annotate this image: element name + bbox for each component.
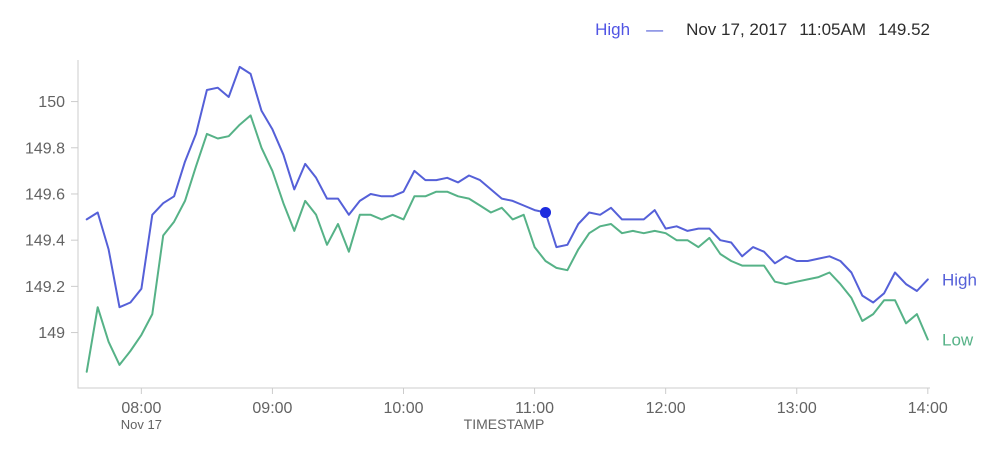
tooltip-value: 149.52 (878, 20, 930, 39)
y-tick-label: 149.8 (25, 140, 65, 157)
x-tick-label: 13:00 (777, 400, 817, 417)
tooltip-date: Nov 17, 2017 (686, 20, 788, 39)
hover-marker-dot[interactable] (540, 206, 552, 218)
hover-tooltip: High — Nov 17, 2017 11:05AM 149.52 (595, 21, 930, 38)
x-tick-label: 14:00 (908, 400, 948, 417)
tooltip-series-label: High (595, 20, 631, 39)
x-tick-label: 11:00 (515, 400, 554, 417)
x-tick-label: 12:00 (646, 400, 686, 417)
x-axis-date-sublabel: Nov 17 (121, 417, 162, 432)
x-tick-label: 08:00 (121, 400, 161, 417)
y-tick-label: 149.4 (25, 233, 65, 250)
low-series-end-label: Low (942, 330, 974, 349)
y-tick-label: 150 (38, 94, 65, 111)
tooltip-line-swatch-icon: — (646, 20, 664, 39)
high-series-end-label: High (942, 270, 977, 289)
x-axis-title: TIMESTAMP (464, 416, 545, 432)
high-line[interactable] (85, 65, 929, 309)
y-tick-label: 149 (38, 325, 65, 342)
axis-lines (77, 60, 930, 389)
x-tick-label: 09:00 (252, 400, 292, 417)
low-line[interactable] (85, 114, 929, 373)
plot-hover-area[interactable] (78, 60, 930, 388)
x-tick-label: 10:00 (383, 400, 423, 417)
tooltip-time: 11:05AM (799, 20, 866, 39)
y-tick-label: 149.2 (25, 279, 65, 296)
y-tick-label: 149.6 (25, 186, 65, 203)
